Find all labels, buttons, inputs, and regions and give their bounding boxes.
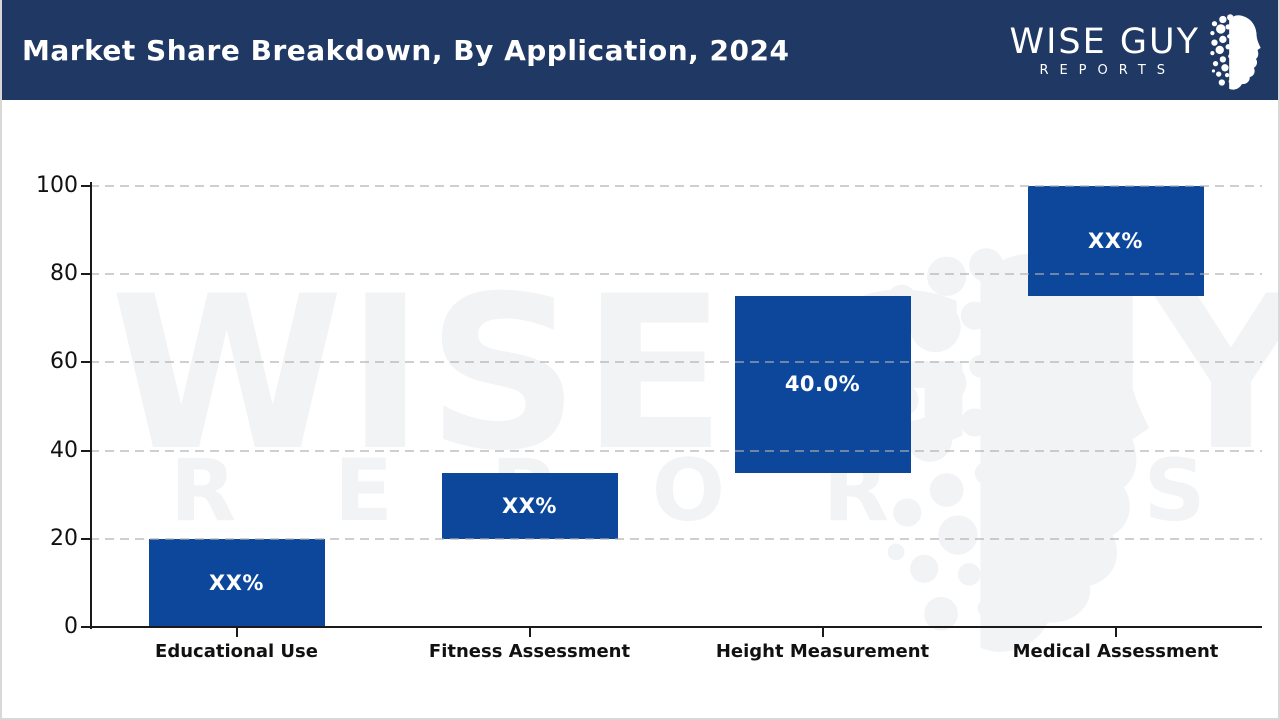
y-tick-label: 100 [16,175,78,197]
y-tick-mark [81,450,90,452]
y-axis-spine [90,182,92,629]
x-category-label: Fitness Assessment [380,641,680,662]
y-tick-label: 20 [16,528,78,550]
wise-guy-logo: WISE GUY REPORTS [1009,8,1266,94]
y-tick-mark [81,361,90,363]
x-tick-mark [236,628,238,637]
x-category-label: Medical Assessment [966,641,1266,662]
page-title: Market Share Breakdown, By Application, … [22,0,789,100]
wise-guy-face-icon [1206,9,1266,93]
logo-brand-name: WISE GUY [1009,25,1200,60]
y-tick-label: 40 [16,440,78,462]
y-tick-mark [81,538,90,540]
y-tick-mark [81,273,90,275]
x-tick-mark [822,628,824,637]
y-tick-mark [81,185,90,187]
chart-area: WISE GUY R E P O R T S XX%XX%40.0%XX% 02… [2,100,1278,718]
x-category-label: Educational Use [87,641,387,662]
x-tick-mark [1115,628,1117,637]
header-band: Market Share Breakdown, By Application, … [0,0,1280,100]
x-tick-mark [529,628,531,637]
y-tick-label: 60 [16,351,78,373]
x-axis-spine [90,626,1262,628]
y-tick-mark [81,626,90,628]
logo-brand-sub: REPORTS [1033,64,1176,77]
x-category-label: Height Measurement [673,641,973,662]
y-tick-label: 80 [16,263,78,285]
logo-text: WISE GUY REPORTS [1009,25,1200,77]
chart-page: Market Share Breakdown, By Application, … [0,0,1280,720]
axes-layer: 0 20 40 60 80 100 Educational UseFitness Asses… [2,100,1278,718]
y-tick-label: 0 [16,616,78,638]
